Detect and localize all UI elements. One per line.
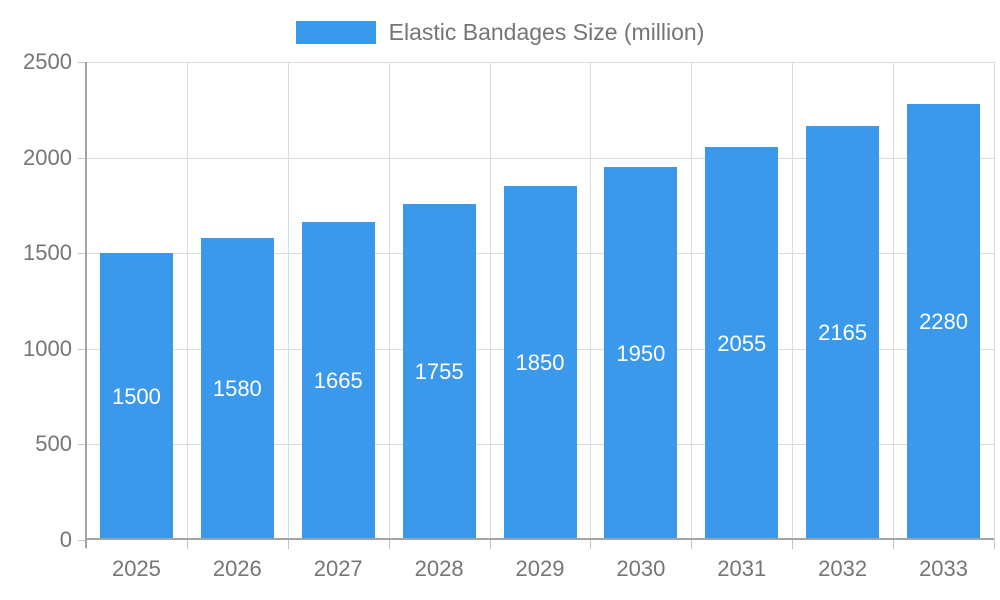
bar-value-label: 2165	[818, 320, 868, 346]
bar-2025[interactable]: 1500	[99, 253, 173, 540]
x-axis-label: 2027	[313, 556, 363, 581]
y-axis-line	[85, 62, 87, 548]
bar-2030[interactable]: 1950	[604, 167, 678, 540]
y-tick-mark	[78, 253, 86, 255]
x-gridline	[287, 62, 289, 540]
x-gridline	[186, 62, 188, 540]
x-gridline	[388, 62, 390, 540]
x-axis-label: 2032	[818, 556, 868, 581]
bar-2027[interactable]: 1665	[301, 221, 375, 540]
x-gridline	[489, 62, 491, 540]
plot-area: 1500 1580 1665 1755 1850 1950 2055 2165 2280	[78, 62, 995, 549]
x-axis-label: 2031	[717, 556, 767, 581]
bar-value-label: 2280	[919, 309, 969, 335]
bar-value-label: 1665	[313, 367, 363, 393]
x-axis-label: 2028	[414, 556, 464, 581]
x-tick-mark	[489, 540, 491, 549]
x-tick-mark	[590, 540, 592, 549]
x-gridline	[792, 62, 794, 540]
y-axis-label: 2000	[23, 144, 72, 170]
bar-value-label: 1580	[212, 375, 262, 401]
legend-swatch	[295, 20, 376, 44]
bar-value-label: 1950	[616, 340, 666, 366]
legend-label: Elastic Bandages Size (million)	[388, 18, 705, 45]
x-gridline	[590, 62, 592, 540]
bar-2031[interactable]: 2055	[705, 147, 779, 540]
bar-value-label: 1500	[111, 383, 161, 409]
x-gridline	[893, 62, 895, 540]
y-gridline	[86, 62, 994, 63]
x-axis-label: 2025	[111, 556, 161, 581]
x-gridline	[994, 62, 995, 540]
bar-2028[interactable]: 1755	[402, 204, 476, 540]
y-axis-label: 1000	[23, 335, 72, 361]
x-tick-mark	[994, 540, 995, 549]
x-tick-mark	[388, 540, 390, 549]
y-tick-mark	[78, 62, 86, 63]
legend-item[interactable]: Elastic Bandages Size (million)	[0, 18, 1000, 46]
bar-2029[interactable]: 1850	[503, 186, 577, 540]
bar-2033[interactable]: 2280	[907, 104, 981, 540]
y-tick-mark	[78, 540, 86, 541]
x-tick-mark	[792, 540, 794, 549]
y-tick-mark	[78, 157, 86, 159]
x-axis-line	[86, 538, 994, 540]
y-gridline	[86, 157, 994, 159]
x-tick-mark	[186, 540, 188, 549]
x-axis-label: 2026	[212, 556, 262, 581]
bar-value-label: 1850	[515, 350, 565, 376]
x-axis-label: 2029	[515, 556, 565, 581]
y-axis-label: 0	[59, 527, 72, 552]
y-axis-label: 500	[35, 431, 72, 457]
x-tick-mark	[691, 540, 693, 549]
x-axis-label: 2030	[616, 556, 666, 581]
x-tick-mark	[893, 540, 895, 549]
y-tick-mark	[78, 348, 86, 350]
bar-value-label: 1755	[414, 359, 464, 385]
x-gridline	[691, 62, 693, 540]
x-tick-mark	[287, 540, 289, 549]
bar-value-label: 2055	[717, 330, 767, 356]
y-tick-mark	[78, 444, 86, 446]
bar-2026[interactable]: 1580	[200, 237, 274, 540]
bar-2032[interactable]: 2165	[806, 126, 880, 540]
y-axis-label: 1500	[23, 240, 72, 266]
y-axis-label: 2500	[23, 49, 72, 74]
x-axis-label: 2033	[919, 556, 969, 581]
